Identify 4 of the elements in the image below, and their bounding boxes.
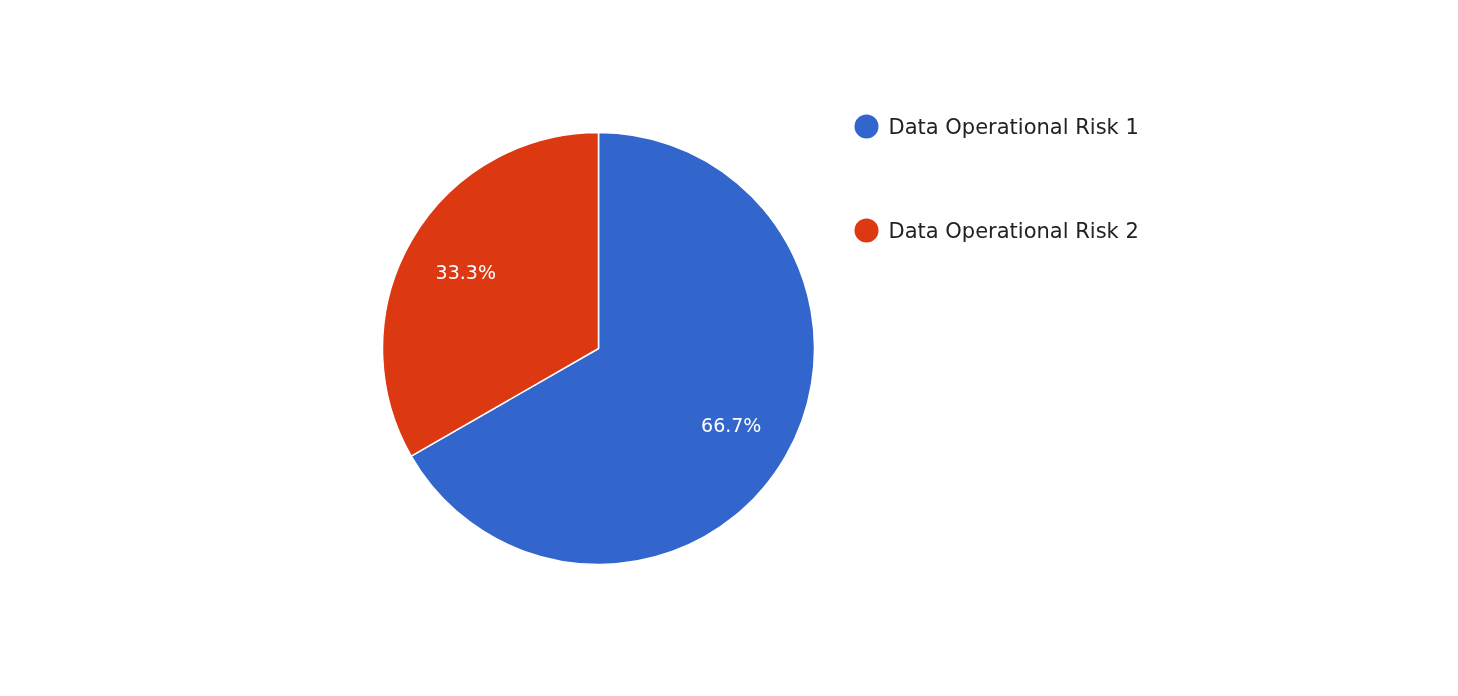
data-label: 33.3% (435, 260, 496, 283)
legend-label: Data Operational Risk 1 (888, 114, 1139, 139)
data-label: 66.7% (701, 414, 762, 437)
legend-label: Data Operational Risk 2 (888, 218, 1139, 243)
